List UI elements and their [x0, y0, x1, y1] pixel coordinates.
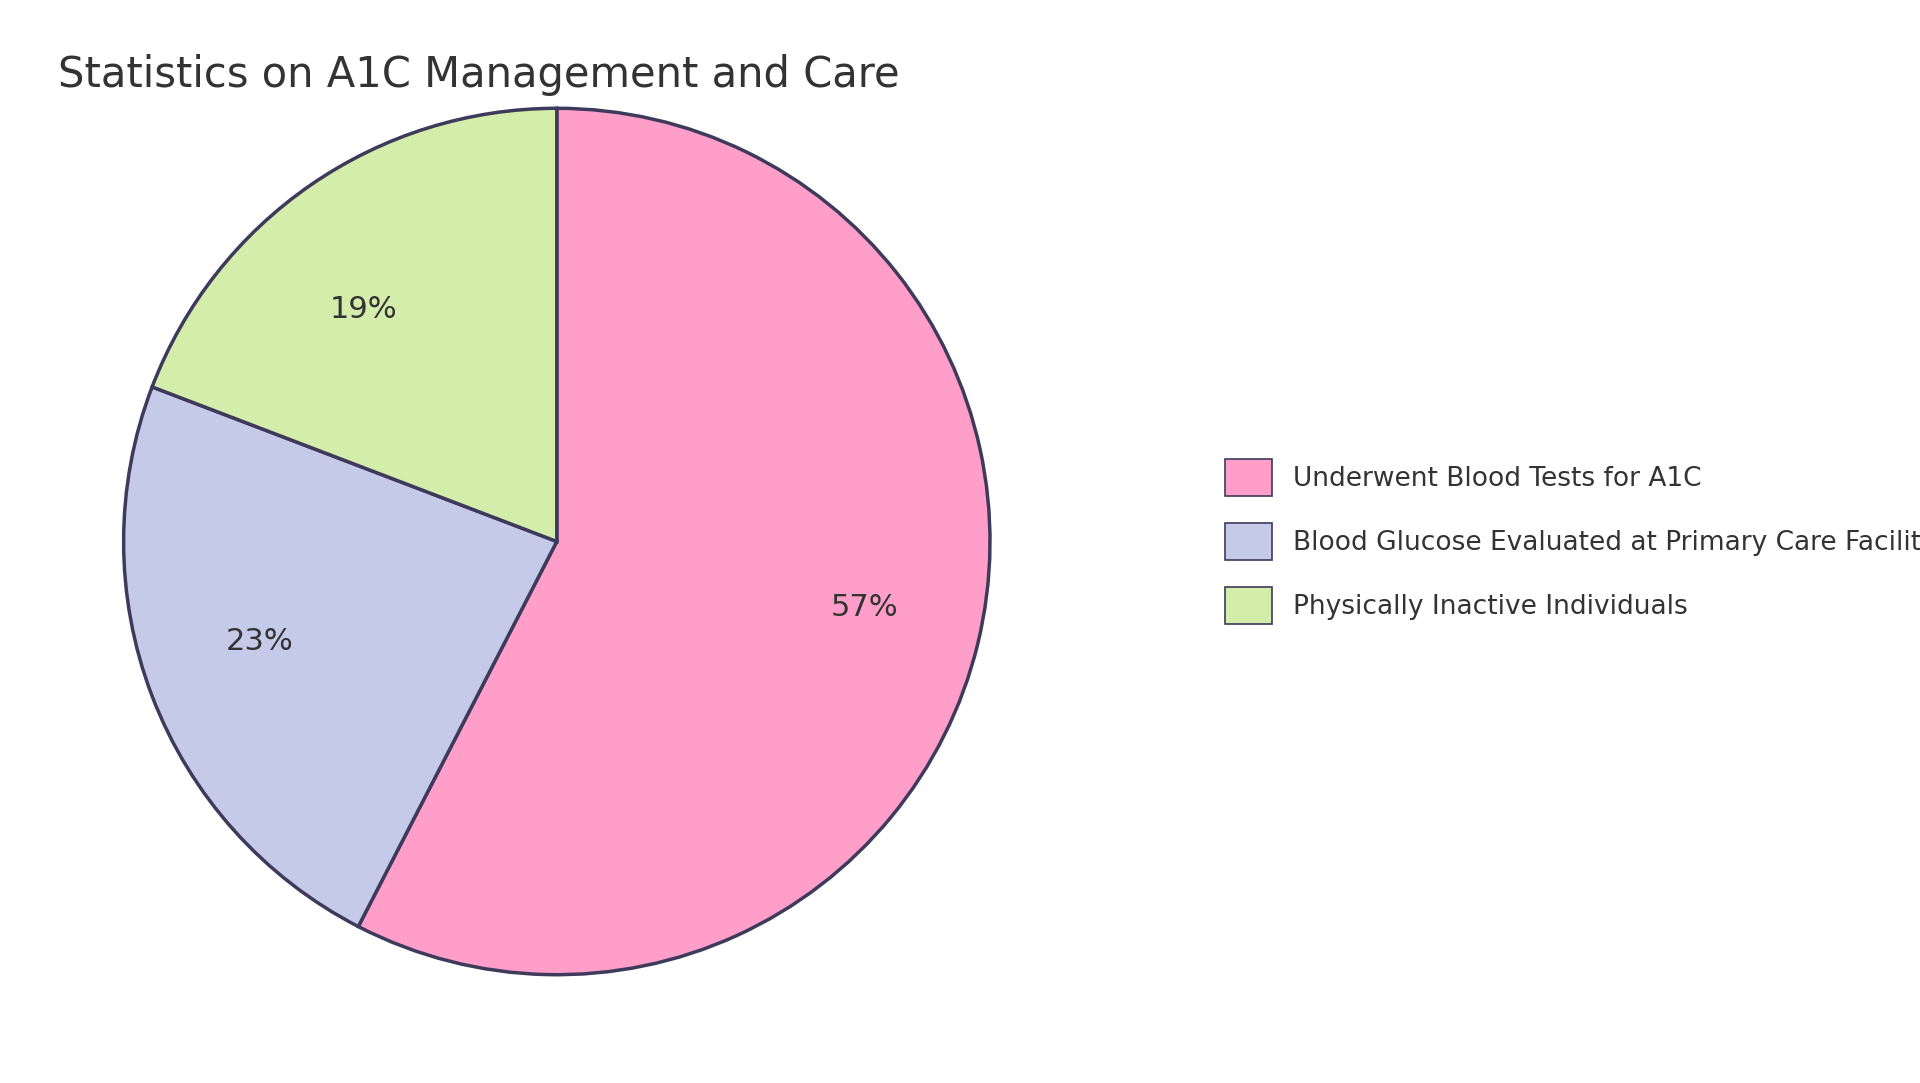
Wedge shape: [123, 387, 557, 927]
Text: 57%: 57%: [831, 593, 899, 623]
Wedge shape: [152, 108, 557, 542]
Text: 23%: 23%: [227, 627, 294, 656]
Text: 19%: 19%: [330, 295, 397, 324]
Text: Statistics on A1C Management and Care: Statistics on A1C Management and Care: [58, 54, 899, 96]
Wedge shape: [359, 108, 991, 975]
Legend: Underwent Blood Tests for A1C, Blood Glucose Evaluated at Primary Care Facilitie: Underwent Blood Tests for A1C, Blood Glu…: [1198, 433, 1920, 650]
